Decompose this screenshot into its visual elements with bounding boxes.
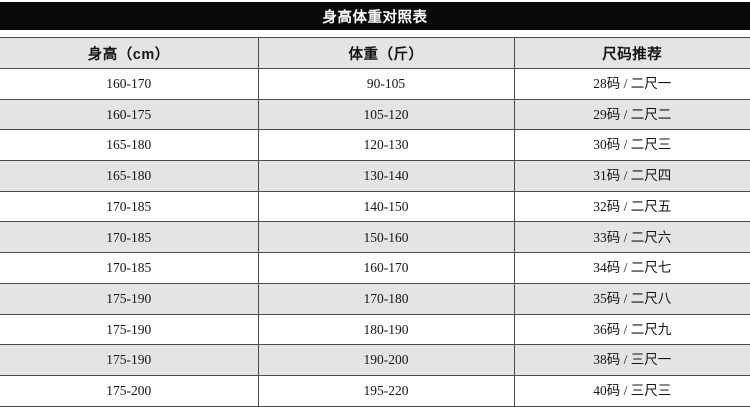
column-header-height: 身高（cm） (0, 37, 259, 69)
cell-height: 160-170 (0, 68, 259, 100)
cell-weight: 105-120 (257, 98, 515, 131)
cell-weight: 90-105 (257, 68, 515, 100)
cell-size: 31码 / 二尺四 (513, 160, 750, 192)
cell-size: 38码 / 三尺一 (513, 344, 750, 376)
table-row: 170-185 150-160 33码 / 二尺六 (0, 221, 750, 254)
cell-height: 160-175 (0, 98, 259, 131)
table-row: 175-190 190-200 38码 / 三尺一 (0, 344, 750, 376)
cell-weight: 140-150 (257, 190, 515, 223)
cell-height: 165-180 (0, 129, 259, 162)
size-table-container: 身高（cm） 体重（斤） 尺码推荐 160-170 90-105 28码 / 二… (0, 37, 750, 407)
cell-weight: 180-190 (257, 313, 515, 346)
table-row: 165-180 120-130 30码 / 二尺三 (0, 129, 750, 162)
table-header: 身高（cm） 体重（斤） 尺码推荐 (0, 37, 750, 69)
cell-weight: 130-140 (257, 160, 515, 192)
size-table: 身高（cm） 体重（斤） 尺码推荐 160-170 90-105 28码 / 二… (0, 37, 750, 407)
cell-weight: 120-130 (257, 129, 515, 162)
table-row: 175-200 195-220 40码 / 三尺三 (0, 374, 750, 407)
table-row: 165-180 130-140 31码 / 二尺四 (0, 160, 750, 192)
cell-weight: 190-200 (257, 344, 515, 376)
cell-weight: 195-220 (257, 374, 515, 407)
table-row: 160-170 90-105 28码 / 二尺一 (0, 68, 750, 100)
table-row: 170-185 160-170 34码 / 二尺七 (0, 252, 750, 284)
table-row: 160-175 105-120 29码 / 二尺二 (0, 98, 750, 131)
cell-size: 28码 / 二尺一 (513, 68, 750, 100)
cell-height: 175-190 (0, 313, 259, 346)
column-header-size: 尺码推荐 (513, 37, 750, 69)
column-header-weight: 体重（斤） (257, 37, 515, 69)
cell-height: 175-190 (0, 344, 259, 376)
document-title-bar: 身高体重对照表 (0, 2, 750, 30)
table-row: 175-190 180-190 36码 / 二尺九 (0, 313, 750, 346)
table-body: 160-170 90-105 28码 / 二尺一 160-175 105-120… (0, 68, 750, 407)
cell-size: 35码 / 二尺八 (513, 282, 750, 315)
page-title: 身高体重对照表 (322, 9, 428, 26)
cell-size: 32码 / 二尺五 (513, 190, 750, 223)
cell-size: 33码 / 二尺六 (513, 221, 750, 254)
cell-size: 36码 / 二尺九 (513, 313, 750, 346)
cell-height: 170-185 (0, 252, 259, 284)
table-header-row: 身高（cm） 体重（斤） 尺码推荐 (0, 37, 750, 69)
cell-size: 40码 / 三尺三 (513, 374, 750, 407)
cell-height: 165-180 (0, 160, 259, 192)
cell-height: 175-200 (0, 374, 259, 407)
cell-size: 29码 / 二尺二 (513, 98, 750, 131)
cell-weight: 170-180 (257, 282, 515, 315)
cell-weight: 160-170 (257, 252, 515, 284)
cell-height: 170-185 (0, 221, 259, 254)
cell-height: 175-190 (0, 282, 259, 315)
cell-weight: 150-160 (257, 221, 515, 254)
cell-size: 30码 / 二尺三 (513, 129, 750, 162)
table-row: 175-190 170-180 35码 / 二尺八 (0, 282, 750, 315)
cell-size: 34码 / 二尺七 (513, 252, 750, 284)
table-row: 170-185 140-150 32码 / 二尺五 (0, 190, 750, 223)
cell-height: 170-185 (0, 190, 259, 223)
